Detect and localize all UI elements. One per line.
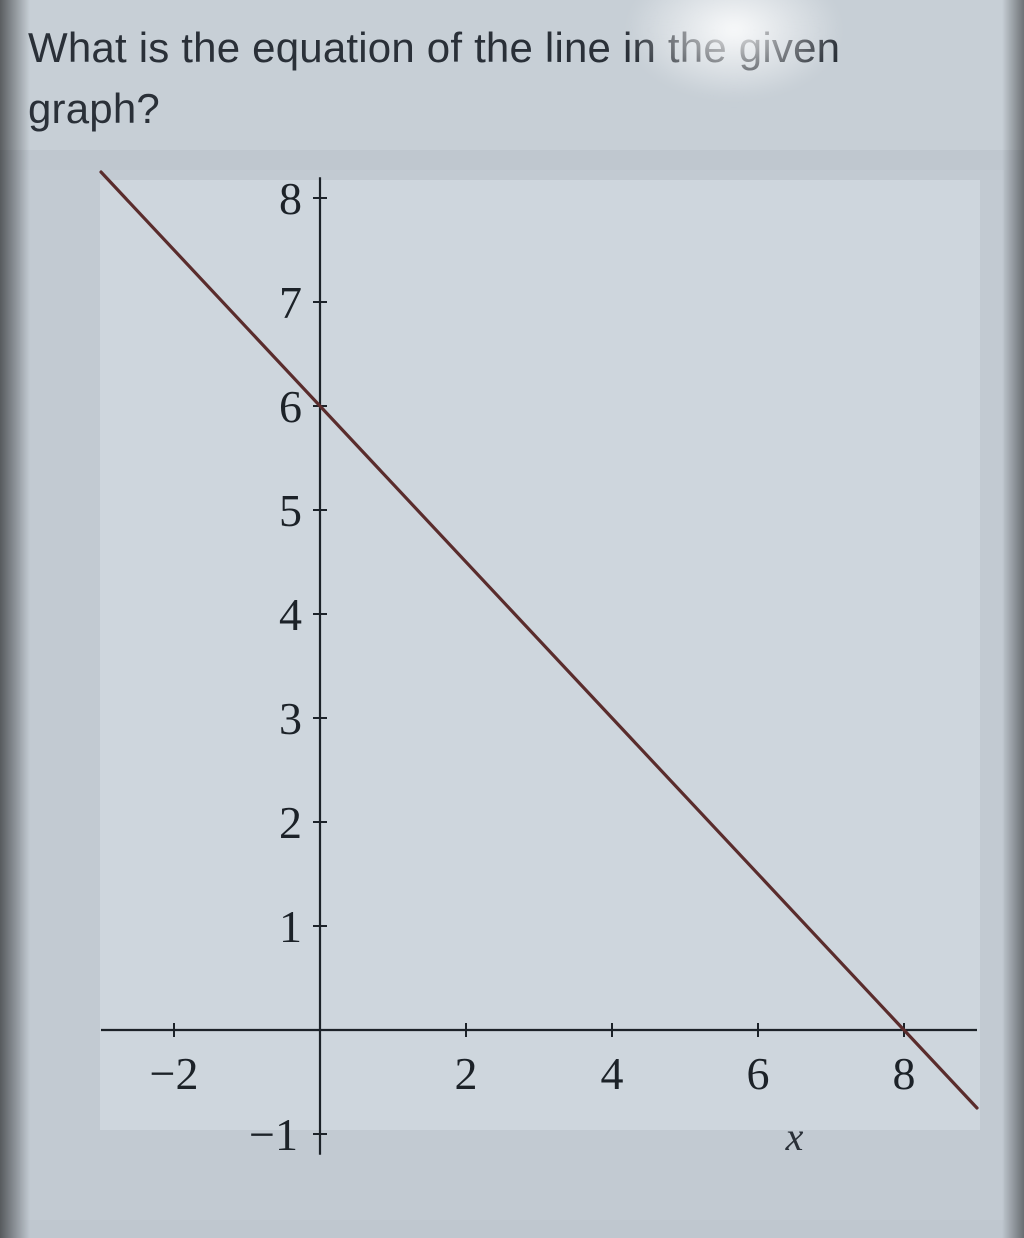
question-line2: graph? — [28, 85, 160, 132]
x-axis-label: x — [785, 1114, 804, 1159]
svg-text:2: 2 — [455, 1048, 478, 1099]
svg-text:6: 6 — [279, 381, 302, 432]
chart-content: −2 2 4 6 8 −1 1 2 3 4 5 6 7 8 x — [20, 170, 1004, 1220]
svg-text:8: 8 — [893, 1048, 916, 1099]
svg-text:4: 4 — [279, 589, 302, 640]
line-chart: −2 2 4 6 8 −1 1 2 3 4 5 6 7 8 x — [20, 170, 1004, 1220]
svg-text:7: 7 — [279, 277, 302, 328]
question-line1: What is the equation of the line in the … — [28, 24, 840, 71]
svg-text:−2: −2 — [150, 1048, 199, 1099]
svg-text:1: 1 — [279, 901, 302, 952]
svg-text:8: 8 — [279, 173, 302, 224]
svg-text:5: 5 — [279, 485, 302, 536]
svg-text:−1: −1 — [249, 1109, 298, 1160]
question-text: What is the equation of the line in the … — [0, 0, 1024, 150]
svg-text:3: 3 — [279, 693, 302, 744]
svg-text:4: 4 — [601, 1048, 624, 1099]
svg-text:2: 2 — [279, 797, 302, 848]
right-shadow — [1002, 0, 1024, 1238]
svg-text:6: 6 — [747, 1048, 770, 1099]
page-root: What is the equation of the line in the … — [0, 0, 1024, 1238]
graph-panel: −2 2 4 6 8 −1 1 2 3 4 5 6 7 8 x — [20, 170, 1004, 1220]
